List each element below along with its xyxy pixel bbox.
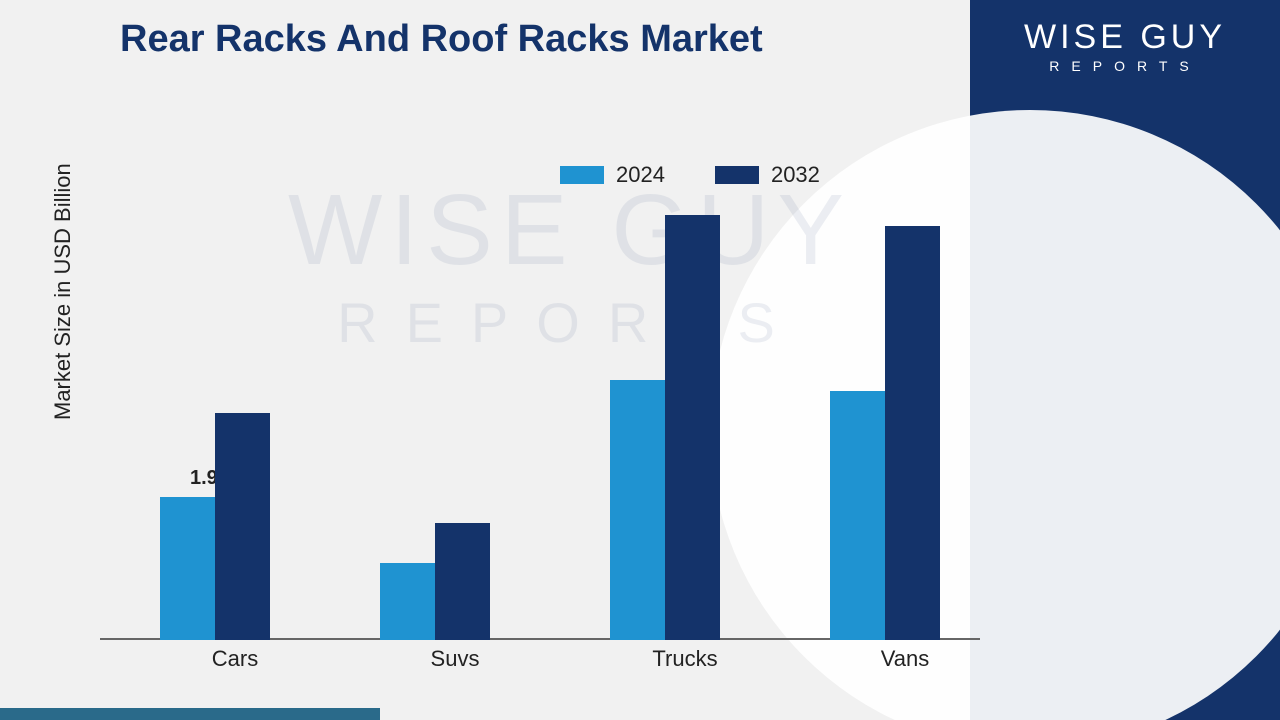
bar-2024 <box>830 391 885 640</box>
logo-line1: WISE GUY <box>990 20 1260 54</box>
bar-2032 <box>665 215 720 640</box>
legend-label-2024: 2024 <box>616 162 665 188</box>
legend-swatch-2032 <box>715 166 759 184</box>
bar-group <box>160 413 310 640</box>
x-axis-labels: Cars Suvs Trucks Vans <box>100 640 980 680</box>
bar-2024 <box>380 563 435 640</box>
x-axis-label: Cars <box>160 646 310 672</box>
y-axis-label: Market Size in USD Billion <box>50 163 76 420</box>
logo-line2: REPORTS <box>990 58 1260 74</box>
x-axis-label: Trucks <box>610 646 760 672</box>
bar-2032 <box>435 523 490 640</box>
chart-title: Rear Racks And Roof Racks Market <box>120 18 763 61</box>
bar-2024 <box>160 497 215 640</box>
bar-group <box>610 215 760 640</box>
legend: 2024 2032 <box>560 162 820 188</box>
brand-logo: WISE GUY REPORTS <box>990 20 1260 74</box>
legend-label-2032: 2032 <box>771 162 820 188</box>
bar-group <box>380 523 530 640</box>
chart-canvas: WISE GUY REPORTS Rear Racks And Roof Rac… <box>0 0 1280 720</box>
bar-2032 <box>215 413 270 640</box>
bar-2024 <box>610 380 665 640</box>
legend-item-2024: 2024 <box>560 162 665 188</box>
bottom-accent-bar <box>0 708 380 720</box>
x-axis-label: Suvs <box>380 646 530 672</box>
x-axis-label: Vans <box>830 646 980 672</box>
plot-area: 1.95 <box>100 200 980 640</box>
legend-item-2032: 2032 <box>715 162 820 188</box>
bar-group <box>830 226 980 640</box>
legend-swatch-2024 <box>560 166 604 184</box>
bar-2032 <box>885 226 940 640</box>
